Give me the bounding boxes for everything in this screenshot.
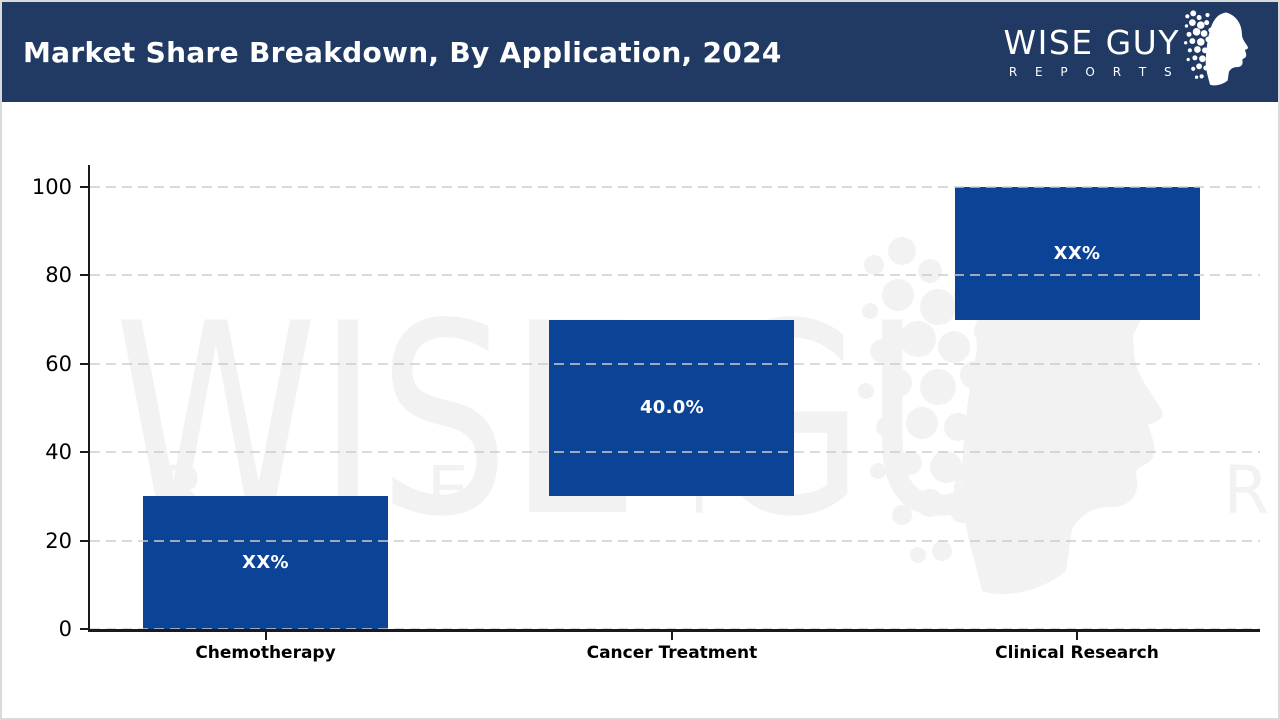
bar-value-label: XX%	[1053, 242, 1101, 264]
x-category-label: Clinical Research	[995, 643, 1159, 663]
plot-area: XX% 40.0% XX%	[90, 167, 1260, 630]
logo-face-icon	[1183, 10, 1248, 86]
y-tick-label: 0	[58, 617, 72, 641]
y-tick	[80, 185, 88, 188]
bar-chemotherapy: XX%	[143, 496, 388, 629]
gridline	[90, 539, 1260, 542]
y-axis-ticks: 0 20 40 60 80 100	[2, 167, 90, 641]
y-tick	[80, 628, 88, 630]
gridline	[90, 185, 1260, 188]
y-tick	[80, 362, 88, 365]
y-tick-label: 60	[45, 351, 72, 376]
y-tick-label: 100	[31, 174, 72, 199]
gridline	[90, 451, 1260, 454]
bar-clinical-research: XX%	[954, 186, 1200, 320]
wise-guy-logo: WISE GUY R E P O R T S	[1003, 10, 1254, 94]
y-tick	[80, 539, 88, 542]
y-tick	[80, 451, 88, 454]
gridline	[90, 274, 1260, 277]
y-tick-label: 20	[45, 528, 72, 553]
logo-name: WISE GUY	[1003, 22, 1180, 62]
logo-tagline: R E P O R T S	[1008, 64, 1179, 79]
x-tick	[264, 632, 267, 640]
x-axis-labels: Chemotherapy Cancer Treatment Clinical Res…	[90, 632, 1260, 692]
y-tick	[80, 274, 88, 277]
x-axis-line	[88, 629, 1260, 632]
bar-value-label: XX%	[242, 552, 289, 574]
y-tick-label: 40	[45, 440, 72, 465]
y-tick-label: 80	[45, 263, 72, 288]
x-tick	[670, 632, 673, 640]
bar-cancer-treatment: 40.0%	[549, 319, 795, 497]
y-axis-line	[88, 165, 90, 632]
page-title: Market Share Breakdown, By Application, …	[23, 35, 782, 69]
x-category-label: Chemotherapy	[195, 643, 336, 663]
header: Market Share Breakdown, By Application, …	[2, 2, 1278, 102]
x-tick	[1076, 632, 1078, 640]
bar-value-label: 40.0%	[639, 397, 704, 419]
gridline	[90, 362, 1260, 365]
x-category-label: Cancer Treatment	[586, 643, 758, 663]
